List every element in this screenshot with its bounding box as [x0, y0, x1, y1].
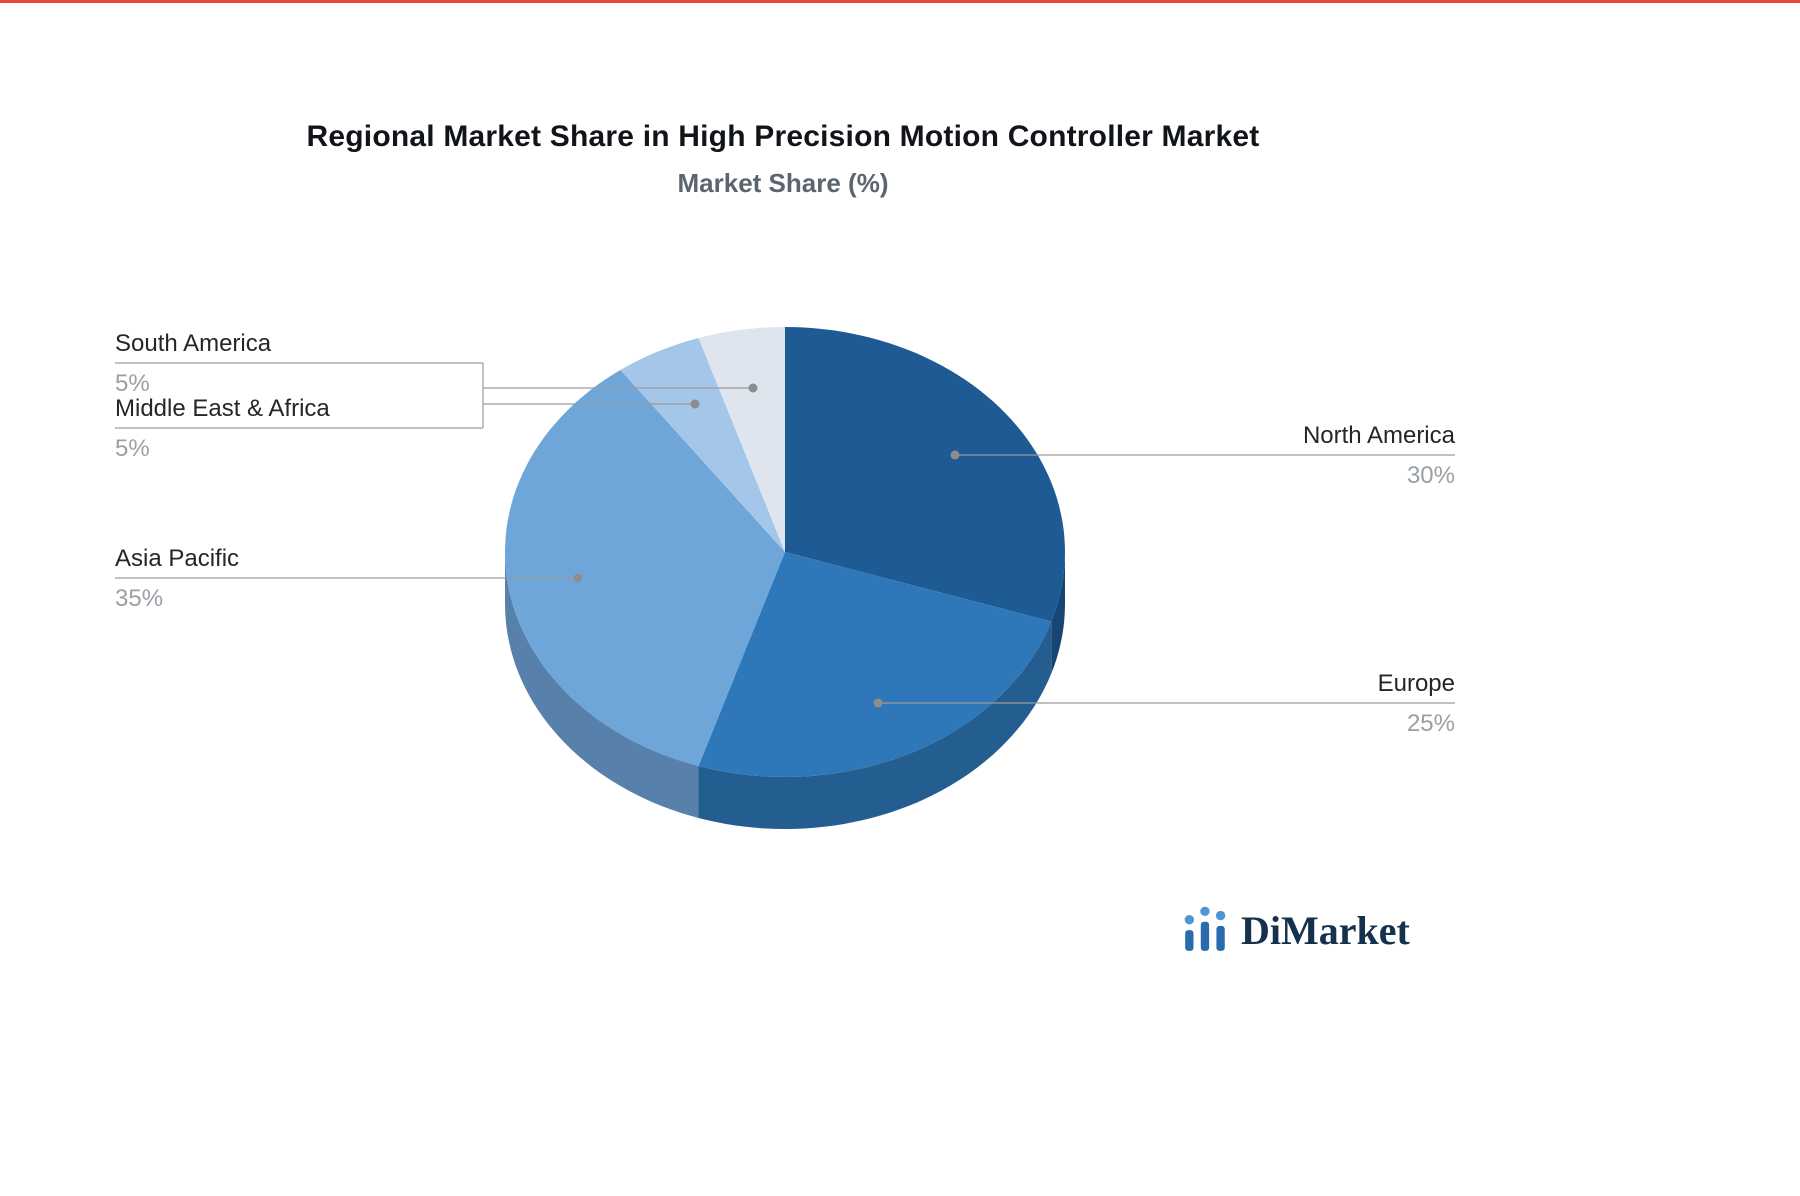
- callout-value-middle-east-africa: 5%: [115, 435, 150, 462]
- callout-dot-north-america: [950, 450, 960, 460]
- dimarket-logo-text: DiMarket: [1241, 908, 1410, 953]
- callout-dot-middle-east-africa: [690, 399, 700, 409]
- callout-value-north-america: 30%: [1406, 462, 1455, 489]
- callout-label-north-america: North America: [1302, 422, 1455, 449]
- top-border: [0, 0, 1800, 3]
- callout-value-south-america: 5%: [115, 370, 150, 397]
- callout-label-south-america: South America: [115, 330, 272, 357]
- callout-dot-asia-pacific: [573, 573, 583, 583]
- pie-side-europe: [698, 621, 1052, 829]
- pie-slice-north-america: [785, 327, 1065, 622]
- callout-label-middle-east-africa: Middle East & Africa: [115, 395, 330, 422]
- callout-label-europe: Europe: [1377, 670, 1455, 697]
- dimarket-logo: DiMarket: [1183, 903, 1410, 953]
- chart-title: Regional Market Share in High Precision …: [306, 120, 1260, 153]
- chart-subtitle: Market Share (%): [677, 168, 889, 198]
- callout-value-asia-pacific: 35%: [115, 585, 164, 612]
- pie-slice-europe: [698, 552, 1052, 777]
- callout-value-europe: 25%: [1406, 710, 1455, 737]
- callout-line-south-america: [115, 362, 753, 428]
- pie-side-asia-pacific: [505, 552, 699, 818]
- pie-side-north-america: [1051, 552, 1065, 674]
- pie-slice-south-america: [698, 327, 785, 552]
- callout-dot-europe: [873, 698, 883, 708]
- callout-line-middle-east-africa: [115, 403, 695, 429]
- bar-chart-icon: [1184, 906, 1226, 951]
- callout-dot-south-america: [748, 383, 758, 393]
- pie-slice-middle-east-africa: [620, 338, 785, 552]
- pie-slice-asia-pacific: [505, 370, 785, 766]
- callout-label-asia-pacific: Asia Pacific: [115, 545, 240, 572]
